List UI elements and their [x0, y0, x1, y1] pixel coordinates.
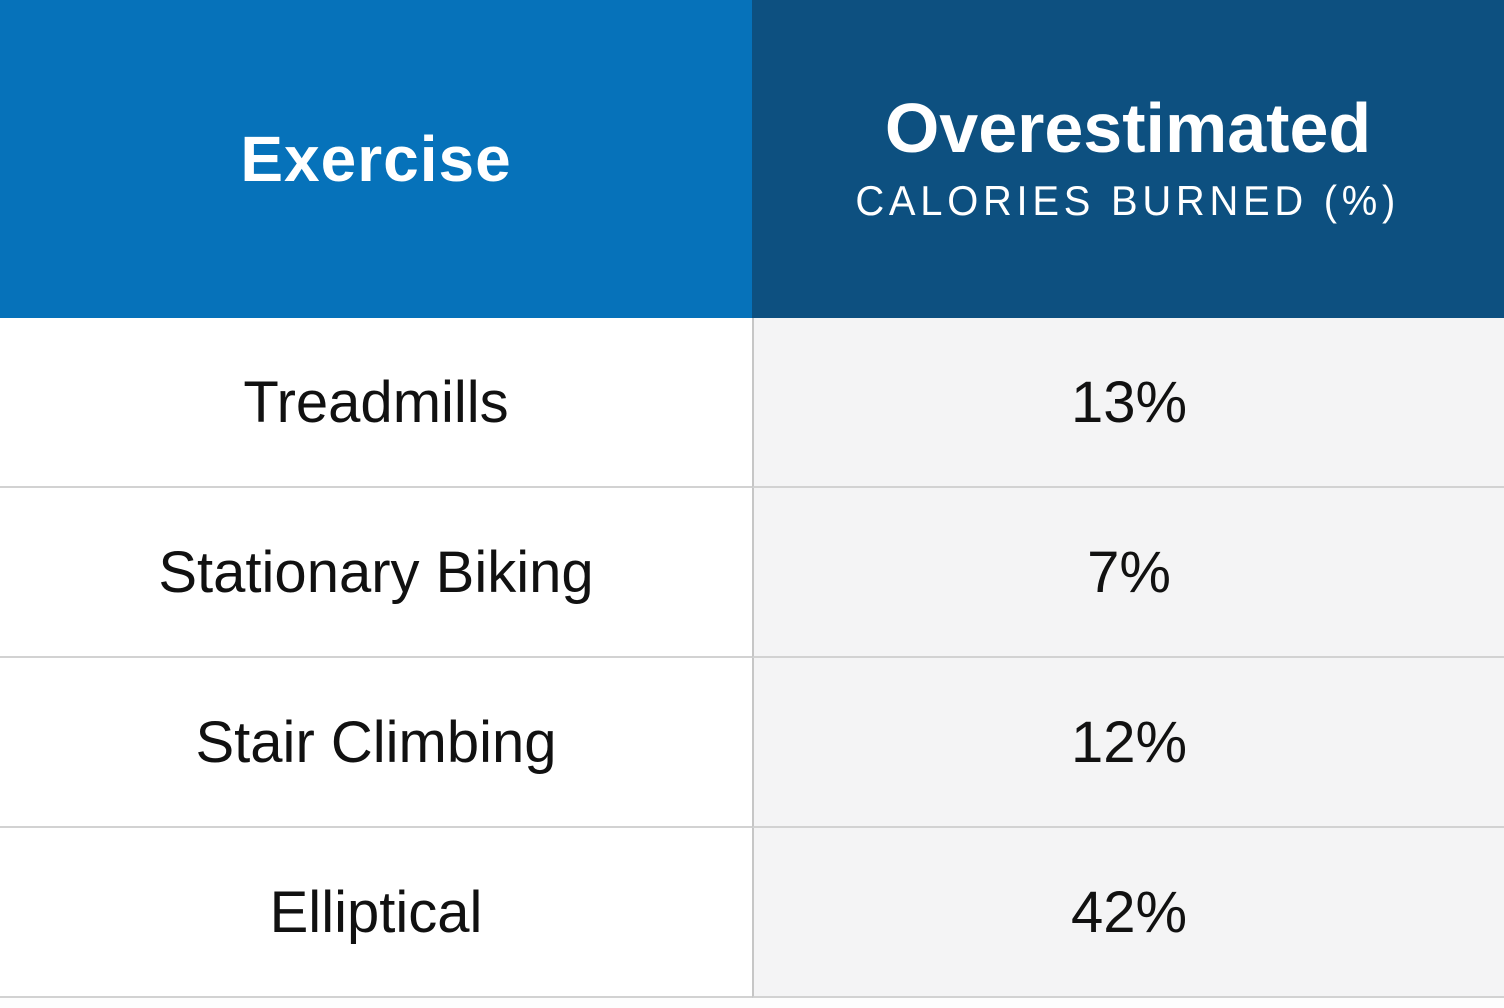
table-row-exercise-stair-climbing: Stair Climbing [0, 658, 752, 828]
table-row-exercise-stationary-biking: Stationary Biking [0, 488, 752, 658]
exercise-label: Stair Climbing [195, 709, 557, 775]
overestimated-column-header: Overestimated [884, 89, 1372, 167]
table-row-value-elliptical: 42% [752, 828, 1504, 998]
header-cell-exercise: Exercise [0, 0, 752, 318]
table-row-value-treadmills: 13% [752, 318, 1504, 488]
bottom-margin [0, 998, 1504, 1008]
table-row-value-stationary-biking: 7% [752, 488, 1504, 658]
header-cell-overestimated: Overestimated CALORIES BURNED (%) [752, 0, 1504, 318]
calories-burned-subtitle: CALORIES BURNED (%) [855, 177, 1401, 224]
table-row-value-stair-climbing: 12% [752, 658, 1504, 828]
table-row-exercise-treadmills: Treadmills [0, 318, 752, 488]
table-row-exercise-elliptical: Elliptical [0, 828, 752, 998]
percent-value: 12% [1070, 709, 1188, 775]
percent-value: 13% [1070, 369, 1188, 435]
percent-value: 7% [1087, 539, 1171, 605]
exercise-label: Elliptical [269, 879, 483, 945]
percent-value: 42% [1070, 879, 1188, 945]
exercise-column-header: Exercise [240, 123, 512, 195]
exercise-label: Stationary Biking [158, 539, 594, 605]
exercise-label: Treadmills [243, 369, 509, 435]
